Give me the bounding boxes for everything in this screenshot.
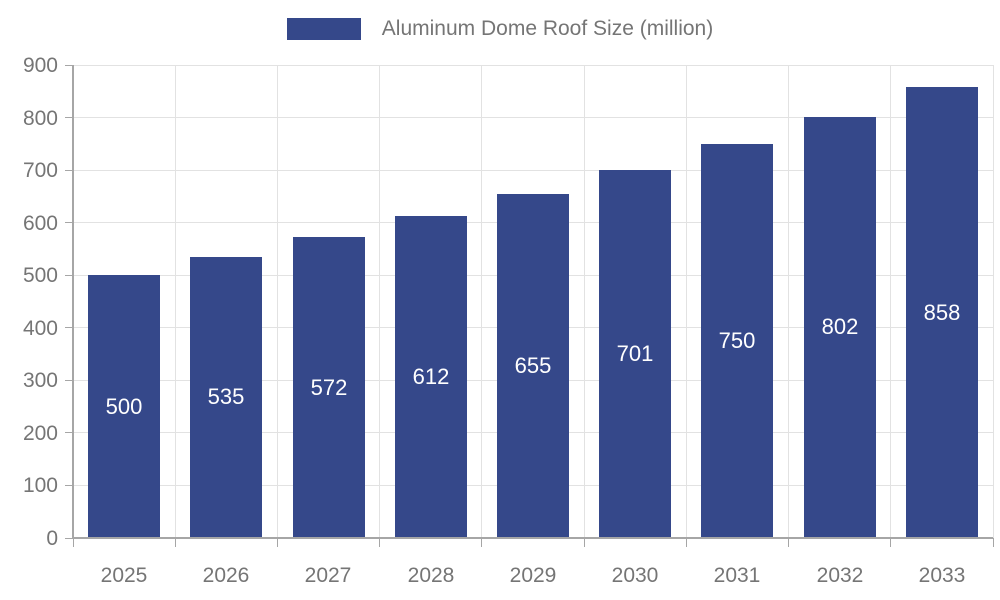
bar-value-label: 500	[105, 394, 143, 419]
gridline-horizontal	[73, 117, 993, 119]
bar-value-label: 612	[412, 364, 450, 389]
x-axis-tick-label: 2029	[509, 564, 557, 587]
y-axis-tick-label: 600	[22, 211, 58, 235]
y-tick-mark	[65, 64, 73, 66]
bar-value-label: 802	[821, 314, 859, 339]
x-axis-tick-label: 2033	[918, 564, 966, 587]
x-axis-tick-label: 2026	[202, 564, 250, 587]
gridline-vertical	[481, 65, 483, 538]
y-tick-mark	[65, 169, 73, 171]
x-axis-tick-label: 2025	[100, 564, 148, 587]
x-tick-mark	[685, 538, 687, 547]
x-tick-mark	[72, 538, 74, 547]
gridline-vertical	[788, 65, 790, 538]
bar-value-label: 701	[616, 341, 654, 366]
y-tick-mark	[65, 379, 73, 381]
bar	[395, 216, 467, 537]
x-tick-mark	[992, 538, 994, 547]
gridline-vertical	[685, 65, 687, 538]
x-tick-mark	[583, 538, 585, 547]
bar	[497, 193, 569, 537]
gridline-vertical	[174, 65, 176, 538]
y-tick-mark	[65, 432, 73, 434]
bar	[293, 237, 365, 537]
bar-value-label: 858	[923, 300, 961, 325]
chart-legend: Aluminum Dome Roof Size (million)	[0, 17, 1000, 41]
legend-swatch	[286, 18, 361, 40]
gridline-vertical	[583, 65, 585, 538]
y-tick-mark	[65, 327, 73, 329]
bar	[88, 275, 160, 537]
y-tick-mark	[65, 222, 73, 224]
bar	[906, 87, 978, 537]
bar-value-label: 655	[514, 353, 552, 378]
bar	[190, 256, 262, 537]
bar	[599, 169, 671, 537]
y-tick-mark	[65, 117, 73, 119]
x-tick-mark	[276, 538, 278, 547]
y-axis-tick-label: 400	[22, 316, 58, 340]
gridline-horizontal	[73, 169, 993, 171]
bar	[701, 143, 773, 537]
y-axis-tick-label: 0	[46, 527, 58, 550]
y-axis-tick-label: 800	[22, 106, 58, 130]
y-axis-tick-label: 100	[22, 474, 58, 498]
x-axis-tick-label: 2030	[611, 564, 659, 587]
y-tick-mark	[65, 537, 73, 539]
y-axis-tick-label: 500	[22, 264, 58, 288]
bar	[804, 116, 876, 537]
x-tick-mark	[174, 538, 176, 547]
y-axis-tick-label: 900	[22, 54, 58, 77]
x-tick-mark	[379, 538, 381, 547]
y-axis-line	[72, 65, 74, 538]
gridline-vertical	[890, 65, 892, 538]
x-axis-tick-label: 2031	[713, 564, 761, 587]
bar-value-label: 535	[207, 384, 245, 409]
bar-value-label: 750	[718, 328, 756, 353]
bar-value-label: 572	[310, 375, 348, 400]
y-tick-mark	[65, 484, 73, 486]
x-tick-mark	[788, 538, 790, 547]
gridline-vertical	[992, 65, 994, 538]
x-tick-mark	[481, 538, 483, 547]
x-axis-tick-label: 2032	[816, 564, 864, 587]
y-axis-tick-label: 300	[22, 369, 58, 393]
x-axis-line	[73, 537, 993, 539]
x-axis-tick-label: 2028	[407, 564, 455, 587]
y-tick-mark	[65, 274, 73, 276]
gridline-horizontal	[73, 64, 993, 66]
legend-label: Aluminum Dome Roof Size (million)	[381, 17, 714, 40]
y-axis-tick-label: 200	[22, 421, 58, 445]
x-axis-tick-label: 2027	[304, 564, 352, 587]
x-tick-mark	[890, 538, 892, 547]
gridline-vertical	[276, 65, 278, 538]
y-axis-tick-label: 700	[22, 159, 58, 183]
gridline-vertical	[379, 65, 381, 538]
